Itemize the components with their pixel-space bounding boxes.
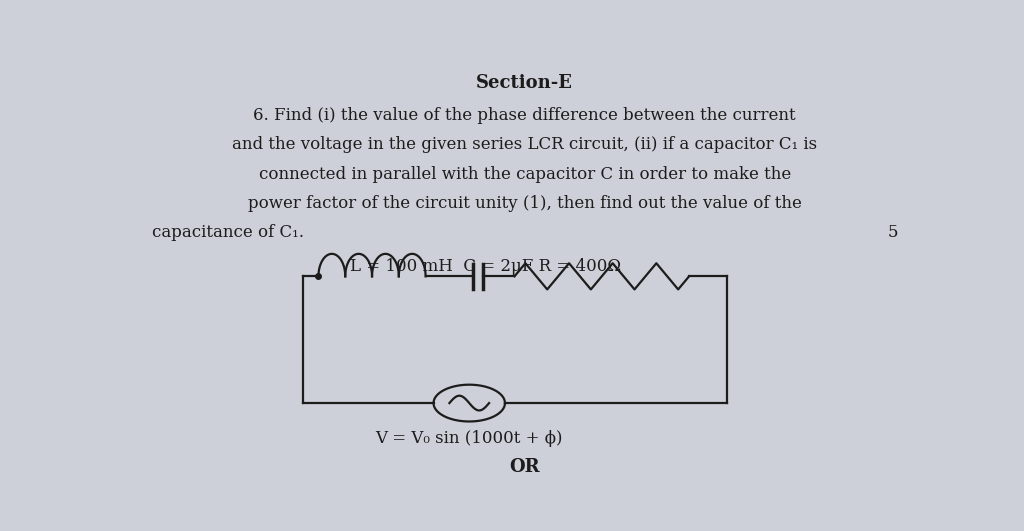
Text: V = V₀ sin (1000t + ϕ): V = V₀ sin (1000t + ϕ) — [376, 430, 563, 447]
Text: and the voltage in the given series LCR circuit, (ii) if a capacitor C₁ is: and the voltage in the given series LCR … — [232, 136, 817, 153]
Text: 5: 5 — [887, 225, 898, 242]
Text: Section-E: Section-E — [476, 74, 573, 92]
Text: power factor of the circuit unity (1), then find out the value of the: power factor of the circuit unity (1), t… — [248, 195, 802, 212]
Text: L = 100 mH  C = 2μF R = 400Ω: L = 100 mH C = 2μF R = 400Ω — [350, 258, 622, 275]
Text: OR: OR — [510, 458, 540, 476]
Text: connected in parallel with the capacitor C in order to make the: connected in parallel with the capacitor… — [259, 166, 791, 183]
Text: 6. Find (i) the value of the phase difference between the current: 6. Find (i) the value of the phase diffe… — [254, 107, 796, 124]
Text: capacitance of C₁.: capacitance of C₁. — [152, 225, 304, 242]
